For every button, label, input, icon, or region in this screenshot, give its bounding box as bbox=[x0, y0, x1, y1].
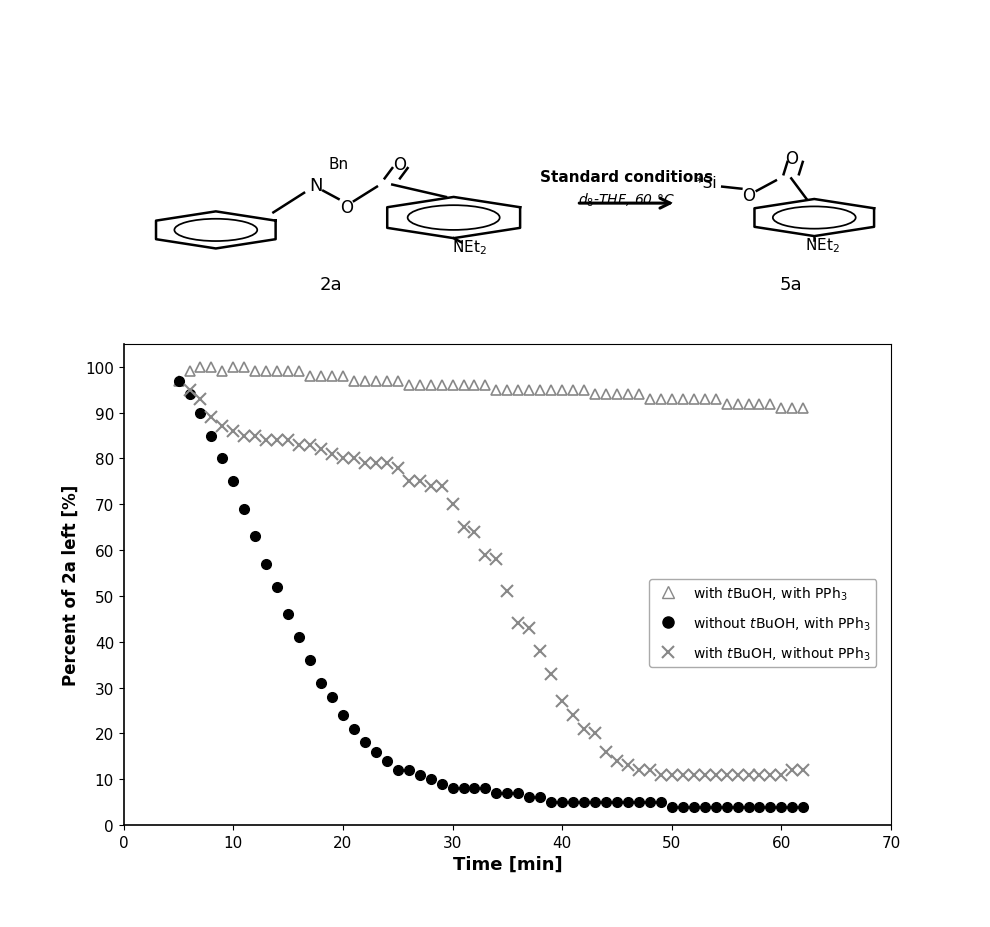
X-axis label: Time [min]: Time [min] bbox=[452, 856, 562, 873]
Y-axis label: Percent of 2a left [%]: Percent of 2a left [%] bbox=[61, 484, 79, 685]
Text: O: O bbox=[393, 156, 407, 173]
Text: Bn: Bn bbox=[329, 158, 348, 172]
Text: Standard conditions: Standard conditions bbox=[540, 170, 713, 184]
Text: O: O bbox=[785, 149, 798, 168]
Text: NEt$_2$: NEt$_2$ bbox=[805, 235, 840, 254]
Text: O: O bbox=[340, 199, 352, 217]
Text: 5a: 5a bbox=[780, 275, 803, 293]
Text: NEt$_2$: NEt$_2$ bbox=[451, 238, 486, 257]
Text: O: O bbox=[742, 186, 755, 205]
Text: *Si: *Si bbox=[696, 176, 718, 191]
Text: 2a: 2a bbox=[320, 275, 343, 293]
Text: N: N bbox=[309, 176, 323, 195]
Legend: with $t$BuOH, with PPh$_3$, without $t$BuOH, with PPh$_3$, with $t$BuOH, without: with $t$BuOH, with PPh$_3$, without $t$B… bbox=[649, 579, 876, 667]
Text: $d_8$-THF, 60 °C: $d_8$-THF, 60 °C bbox=[578, 191, 674, 209]
